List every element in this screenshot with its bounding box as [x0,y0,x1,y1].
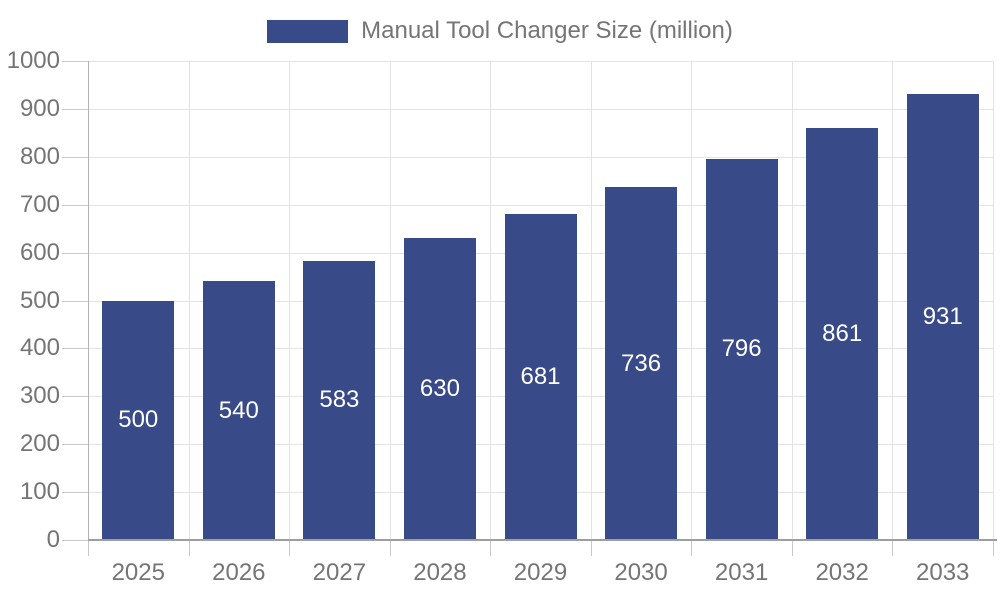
gridline-h-900 [88,108,993,110]
y-tick-0 [62,540,88,541]
legend-swatch-icon [267,19,349,43]
y-axis-label-300: 300 [19,382,60,410]
bar-2030: 736 [605,187,678,540]
y-tick-900 [62,108,88,110]
gridline-v-0 [88,61,89,540]
gridline-v-1 [188,61,190,540]
gridline-h-800 [88,156,993,158]
gridline-v-3 [389,61,391,540]
legend-label: Manual Tool Changer Size (million) [361,17,733,44]
bar-2027: 583 [303,260,376,540]
y-axis-label-100: 100 [19,478,60,506]
x-tick-7 [791,540,793,556]
y-tick-500 [62,300,88,302]
x-tick-8 [892,540,894,556]
x-axis-label-2025: 2025 [111,559,165,586]
gridline-h-700 [88,204,993,206]
x-tick-4 [490,540,492,556]
y-axis-label-800: 800 [19,142,60,170]
y-tick-600 [62,252,88,254]
x-axis-label-2033: 2033 [916,559,970,586]
gridline-v-4 [490,61,492,540]
x-tick-1 [188,540,190,556]
y-tick-700 [62,204,88,206]
bar-2028: 630 [403,238,476,540]
y-tick-300 [62,396,88,398]
gridline-v-8 [892,61,894,540]
bar-value-label: 681 [520,362,561,390]
x-axis-label-2031: 2031 [714,559,769,586]
y-tick-1000 [62,61,88,62]
x-axis-label-2026: 2026 [212,559,266,586]
bar-2033: 931 [906,94,979,540]
x-axis-line [88,539,997,541]
x-axis-label-2027: 2027 [312,559,367,586]
x-tick-3 [389,540,391,556]
bar-value-label: 583 [319,386,360,414]
bar-value-label: 736 [621,349,662,377]
y-axis-label-1000: 1000 [6,47,60,74]
gridline-v-7 [791,61,793,540]
x-axis-label-2032: 2032 [815,559,869,586]
bar-2031: 796 [705,158,778,540]
x-axis-label-2028: 2028 [413,559,467,586]
bar-value-label: 540 [218,396,259,424]
y-tick-200 [62,444,88,446]
y-axis-label-600: 600 [19,238,60,266]
bar-2025: 500 [102,300,175,540]
x-tick-0 [88,540,89,556]
gridline-h-1000 [88,61,993,62]
bar-value-label: 630 [419,375,460,403]
y-tick-800 [62,156,88,158]
y-axis-label-500: 500 [19,286,60,314]
y-tick-400 [62,348,88,350]
bar-value-label: 931 [922,303,963,331]
x-tick-5 [590,540,592,556]
x-tick-6 [691,540,693,556]
y-axis-label-0: 0 [46,526,60,553]
bar-2032: 861 [806,127,879,540]
bar-value-label: 500 [118,406,159,434]
bar-2026: 540 [202,281,275,540]
legend-item[interactable]: Manual Tool Changer Size (million) [267,17,733,45]
x-tick-2 [289,540,291,556]
gridline-v-6 [691,61,693,540]
y-axis-label-900: 900 [19,94,60,122]
y-tick-100 [62,492,88,494]
y-axis-label-200: 200 [19,430,60,458]
legend: Manual Tool Changer Size (million) [0,17,1000,45]
x-axis-label-2029: 2029 [513,559,568,586]
bar-value-label: 861 [822,319,863,347]
x-tick-9 [993,540,994,556]
bar-2029: 681 [504,213,577,540]
y-axis-label-400: 400 [19,334,60,362]
x-axis-label-2030: 2030 [614,559,668,586]
gridline-v-2 [289,61,291,540]
gridline-v-5 [590,61,592,540]
y-axis-label-700: 700 [19,190,60,218]
gridline-v-9 [993,61,994,540]
bar-value-label: 796 [721,335,762,363]
